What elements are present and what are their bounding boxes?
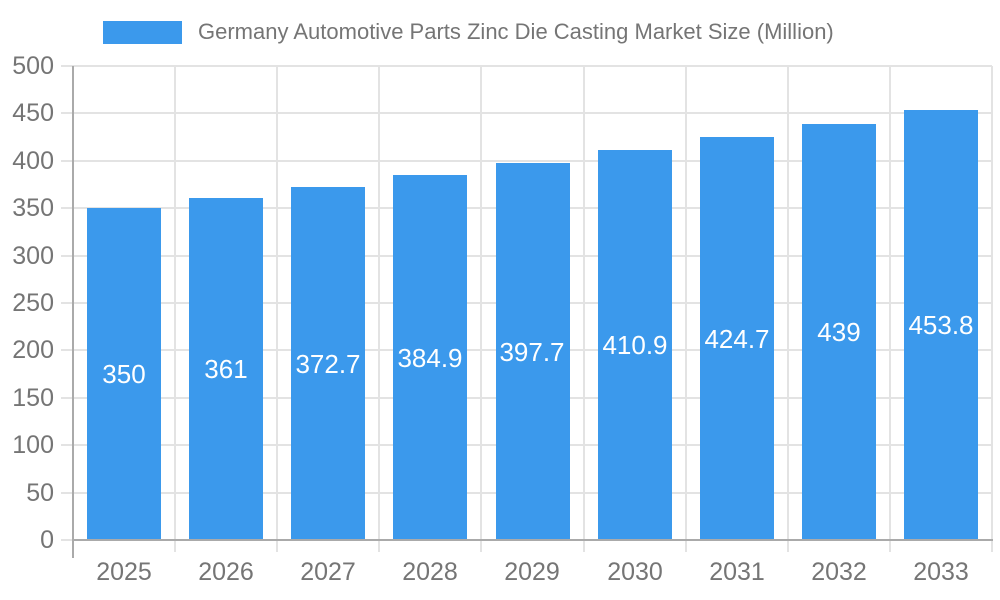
bar-value-label: 410.9 bbox=[602, 330, 668, 360]
x-axis-label: 2032 bbox=[811, 558, 867, 586]
y-axis-tick bbox=[61, 444, 73, 446]
bar-value-label: 439 bbox=[817, 317, 861, 347]
chart-title[interactable]: Germany Automotive Parts Zinc Die Castin… bbox=[198, 19, 834, 44]
bar-value-label: 361 bbox=[204, 354, 248, 384]
bar-2032[interactable] bbox=[802, 124, 876, 540]
bar-2027[interactable] bbox=[291, 187, 365, 540]
legend-swatch[interactable] bbox=[103, 20, 182, 44]
legend[interactable]: Germany Automotive Parts Zinc Die Castin… bbox=[103, 19, 834, 45]
v-gridline bbox=[787, 66, 789, 552]
bar-2033[interactable] bbox=[904, 110, 978, 540]
v-gridline bbox=[378, 66, 380, 552]
bar-2026[interactable] bbox=[189, 198, 263, 540]
bar-2030[interactable] bbox=[598, 150, 672, 540]
v-gridline bbox=[174, 66, 176, 552]
x-axis-label: 2025 bbox=[96, 558, 152, 586]
v-gridline bbox=[889, 66, 891, 552]
bar-2025[interactable] bbox=[87, 208, 161, 540]
x-axis-label: 2030 bbox=[607, 558, 663, 586]
v-gridline bbox=[276, 66, 278, 552]
y-axis-label: 450 bbox=[12, 99, 54, 127]
v-gridline bbox=[583, 66, 585, 552]
y-axis-label: 50 bbox=[26, 479, 54, 507]
bar-2031[interactable] bbox=[700, 137, 774, 540]
y-axis-label: 0 bbox=[40, 526, 54, 554]
bar-2029[interactable] bbox=[496, 163, 570, 540]
y-axis-tick bbox=[61, 539, 73, 541]
y-axis-tick bbox=[61, 255, 73, 257]
y-axis-tick bbox=[61, 160, 73, 162]
y-axis-tick bbox=[61, 302, 73, 304]
bar-value-label: 424.7 bbox=[704, 324, 770, 354]
y-axis-label: 400 bbox=[12, 147, 54, 175]
y-axis-tick bbox=[61, 492, 73, 494]
y-axis-label: 100 bbox=[12, 431, 54, 459]
x-axis-line bbox=[72, 539, 993, 541]
bar-value-label: 372.7 bbox=[295, 349, 361, 379]
x-axis-label: 2029 bbox=[504, 558, 560, 586]
h-gridline bbox=[73, 112, 992, 114]
h-gridline bbox=[73, 160, 992, 162]
x-axis-label: 2033 bbox=[913, 558, 969, 586]
y-axis-tick bbox=[61, 112, 73, 114]
x-axis-label: 2027 bbox=[300, 558, 356, 586]
y-axis-tick bbox=[61, 65, 73, 67]
x-axis-label: 2031 bbox=[709, 558, 765, 586]
y-axis-label: 250 bbox=[12, 289, 54, 317]
y-axis-line bbox=[72, 66, 74, 558]
v-gridline bbox=[991, 66, 993, 552]
y-axis-tick bbox=[61, 207, 73, 209]
y-axis-label: 150 bbox=[12, 384, 54, 412]
y-axis-tick bbox=[61, 397, 73, 399]
v-gridline bbox=[685, 66, 687, 552]
v-gridline bbox=[480, 66, 482, 552]
y-axis-label: 200 bbox=[12, 336, 54, 364]
y-axis-label: 300 bbox=[12, 242, 54, 270]
bar-2028[interactable] bbox=[393, 175, 467, 540]
bar-value-label: 453.8 bbox=[908, 310, 974, 340]
bar-value-label: 384.9 bbox=[397, 343, 463, 373]
x-axis-label: 2028 bbox=[402, 558, 458, 586]
h-gridline bbox=[73, 65, 992, 67]
y-axis-label: 350 bbox=[12, 194, 54, 222]
bar-value-label: 350 bbox=[102, 359, 146, 389]
x-axis-label: 2026 bbox=[198, 558, 254, 586]
y-axis-tick bbox=[61, 349, 73, 351]
y-axis-label: 500 bbox=[12, 52, 54, 80]
bar-value-label: 397.7 bbox=[499, 337, 565, 367]
